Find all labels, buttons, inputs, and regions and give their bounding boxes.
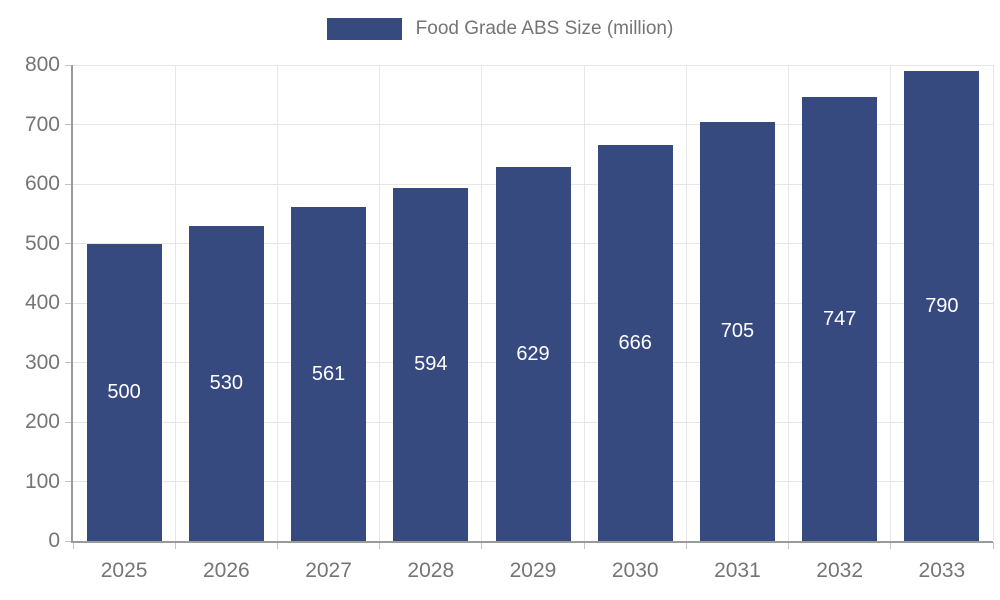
x-axis-tick-label: 2028 (407, 559, 455, 582)
x-axis-tick (685, 542, 687, 549)
x-axis-tick-label: 2026 (202, 559, 250, 582)
y-axis-tick-label: 0 (48, 529, 60, 552)
bar-2031[interactable] (699, 121, 775, 541)
y-axis-tick (65, 183, 72, 185)
x-gridline (276, 65, 278, 541)
y-axis-tick-label: 300 (24, 350, 60, 374)
y-axis-tick (65, 124, 72, 125)
x-axis-tick-label: 2033 (918, 559, 966, 582)
chart-legend[interactable]: Food Grade ABS Size (million) (0, 18, 1000, 40)
y-gridline (73, 64, 993, 66)
y-axis-tick (65, 243, 72, 244)
x-axis-tick (481, 542, 483, 549)
x-gridline (379, 65, 381, 541)
x-axis-tick-label: 2030 (611, 559, 659, 582)
legend-swatch (326, 18, 402, 40)
y-axis-tick-label: 500 (24, 231, 60, 255)
x-gridline (174, 65, 176, 541)
y-axis-tick (65, 421, 72, 423)
y-axis-tick (65, 362, 72, 363)
bar-2030[interactable] (597, 144, 673, 541)
legend-label: Food Grade ABS Size (million) (415, 18, 674, 39)
x-gridline (685, 65, 687, 541)
y-axis-tick-label: 100 (24, 469, 60, 493)
y-axis-tick-label: 600 (24, 172, 60, 195)
bar-2026[interactable] (188, 225, 264, 541)
x-gridline (481, 65, 483, 541)
bar-2033[interactable] (904, 70, 980, 541)
bar-2032[interactable] (802, 96, 878, 541)
x-axis-tick (583, 542, 585, 549)
x-axis-tick-label: 2031 (714, 559, 761, 582)
x-axis-line (71, 541, 993, 543)
y-axis-tick-label: 800 (24, 53, 60, 76)
x-axis-tick (72, 542, 74, 549)
bar-2027[interactable] (291, 207, 367, 541)
x-gridline (890, 65, 892, 541)
y-axis-tick (65, 64, 72, 66)
x-gridline (583, 65, 585, 541)
x-axis-tick (276, 542, 278, 549)
bar-2025[interactable] (86, 243, 162, 541)
x-axis-tick-label: 2032 (816, 559, 864, 582)
x-gridline (992, 65, 994, 541)
x-axis-tick (788, 542, 790, 549)
x-axis-tick-label: 2025 (100, 559, 148, 582)
x-axis-tick (890, 542, 892, 549)
y-axis-tick (65, 302, 72, 304)
y-axis-line (71, 65, 73, 543)
x-axis-tick (379, 542, 381, 549)
x-axis-tick-label: 2027 (305, 559, 352, 582)
y-axis-tick-label: 700 (24, 112, 60, 136)
y-axis-tick (65, 540, 72, 542)
bar-2029[interactable] (495, 166, 571, 541)
y-axis-tick-label: 400 (24, 291, 60, 314)
y-axis-tick-label: 200 (24, 410, 60, 433)
x-axis-tick (992, 542, 994, 549)
bar-2028[interactable] (393, 187, 469, 541)
y-axis-tick (65, 481, 72, 482)
x-gridline (788, 65, 790, 541)
y-gridline (73, 124, 993, 125)
x-axis-tick-label: 2029 (509, 559, 557, 582)
x-axis-tick (174, 542, 176, 549)
